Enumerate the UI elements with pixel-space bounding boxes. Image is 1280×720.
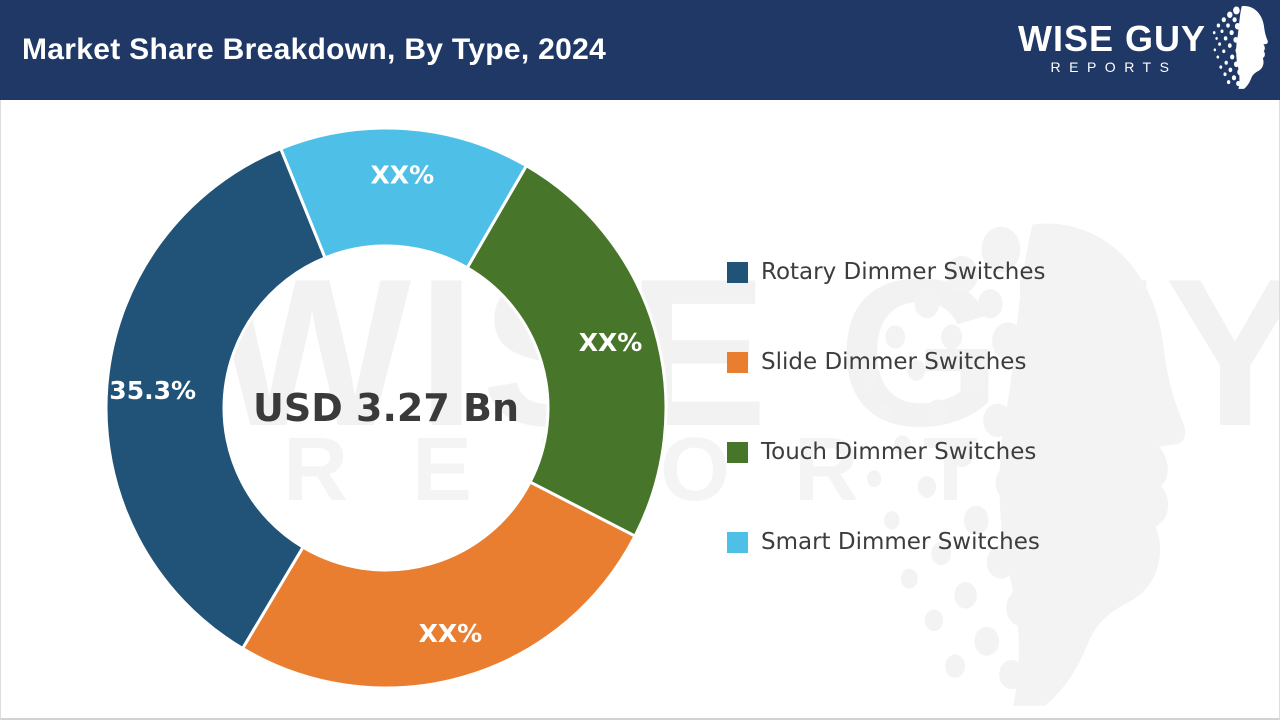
legend-label-smart: Smart Dimmer Switches bbox=[761, 529, 1040, 555]
legend-swatch-smart bbox=[727, 531, 748, 553]
segment-value-label: XX% bbox=[579, 328, 643, 357]
face-logo-icon bbox=[1210, 4, 1270, 90]
watermark-text-line2: REPORTS bbox=[283, 420, 1167, 520]
legend-swatch-rotary bbox=[727, 261, 748, 283]
donut-segment-touch-dimmer-switches bbox=[465, 164, 668, 538]
page-title: Market Share Breakdown, By Type, 2024 bbox=[22, 33, 607, 66]
wise-guy-logo: WISE GUY REPORTS bbox=[1018, 4, 1270, 90]
donut-segment-slide-dimmer-switches bbox=[241, 480, 637, 690]
logo-name: WISE GUY bbox=[1017, 17, 1206, 59]
legend-swatch-touch bbox=[727, 441, 748, 463]
segment-value-label: 35.3% bbox=[109, 376, 196, 405]
header: Market Share Breakdown, By Type, 2024 WI… bbox=[0, 0, 1280, 100]
legend-item-touch: Touch Dimmer Switches bbox=[727, 439, 1046, 465]
logo-tagline: REPORTS bbox=[1050, 58, 1178, 75]
legend-item-smart: Smart Dimmer Switches bbox=[727, 529, 1046, 555]
chart-area: WISE GUY REPORTS XX% XX% XX% 35.3% USD 3.27… bbox=[0, 100, 1280, 720]
donut-segment-smart-dimmer-switches bbox=[279, 126, 528, 270]
donut-segment-rotary-dimmer-switches bbox=[104, 147, 327, 650]
legend-item-slide: Slide Dimmer Switches bbox=[727, 349, 1046, 375]
donut-chart: XX% XX% XX% 35.3% USD 3.27 Bn bbox=[104, 126, 668, 690]
chart-center-value: USD 3.27 Bn bbox=[253, 386, 519, 430]
legend-swatch-slide bbox=[727, 351, 748, 373]
legend-label-slide: Slide Dimmer Switches bbox=[761, 349, 1027, 375]
logo-text: WISE GUY REPORTS bbox=[1017, 17, 1206, 75]
legend-label-rotary: Rotary Dimmer Switches bbox=[761, 259, 1046, 285]
segment-value-label: XX% bbox=[371, 161, 435, 190]
chart-legend: Rotary Dimmer Switches Slide Dimmer Swit… bbox=[727, 259, 1046, 620]
legend-item-rotary: Rotary Dimmer Switches bbox=[727, 259, 1046, 285]
legend-label-touch: Touch Dimmer Switches bbox=[761, 439, 1037, 465]
segment-value-label: XX% bbox=[419, 619, 483, 648]
